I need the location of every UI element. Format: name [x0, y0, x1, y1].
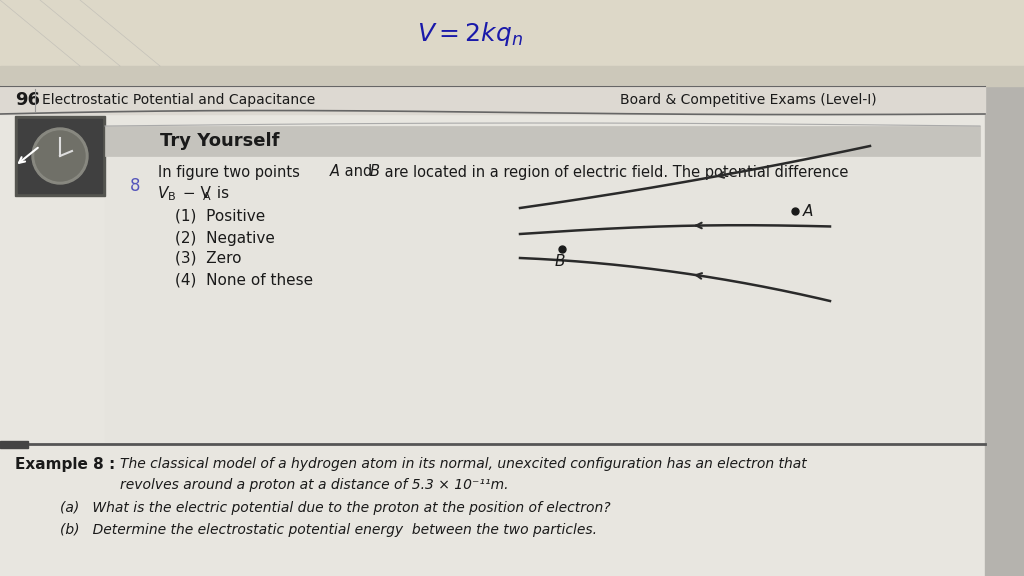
- Text: and: and: [340, 165, 377, 180]
- Text: (1)  Positive: (1) Positive: [175, 209, 265, 223]
- Text: (b)   Determine the electrostatic potential energy  between the two particles.: (b) Determine the electrostatic potentia…: [60, 523, 597, 537]
- Text: Try Yourself: Try Yourself: [160, 132, 280, 150]
- Text: B: B: [168, 192, 176, 202]
- Bar: [105, 126, 980, 441]
- Text: In figure two points: In figure two points: [158, 165, 304, 180]
- Text: − V: − V: [178, 185, 211, 200]
- Text: B: B: [370, 165, 380, 180]
- Text: revolves around a proton at a distance of 5.3 × 10⁻¹¹m.: revolves around a proton at a distance o…: [120, 478, 509, 492]
- Circle shape: [32, 128, 88, 184]
- Circle shape: [35, 131, 85, 181]
- Bar: [18, 119, 102, 193]
- Text: A: A: [203, 192, 211, 202]
- Text: A: A: [803, 203, 813, 218]
- Bar: [0, 0, 1024, 66]
- Text: (3)  Zero: (3) Zero: [175, 251, 242, 266]
- Text: 96: 96: [15, 91, 40, 109]
- Text: A: A: [330, 165, 340, 180]
- Text: The classical model of a hydrogen atom in its normal, unexcited configuration ha: The classical model of a hydrogen atom i…: [120, 457, 807, 471]
- Text: (2)  Negative: (2) Negative: [175, 230, 274, 245]
- Bar: [985, 0, 1024, 576]
- Text: V: V: [158, 185, 168, 200]
- Bar: [0, 66, 1024, 86]
- Text: (4)  None of these: (4) None of these: [175, 272, 313, 287]
- Text: $V = 2kq_n$: $V = 2kq_n$: [417, 20, 523, 48]
- Text: is: is: [212, 185, 229, 200]
- Text: Board & Competitive Exams (Level-I): Board & Competitive Exams (Level-I): [620, 93, 877, 107]
- Circle shape: [122, 173, 148, 199]
- Text: Electrostatic Potential and Capacitance: Electrostatic Potential and Capacitance: [42, 93, 315, 107]
- Bar: [15, 116, 105, 196]
- Text: 8: 8: [130, 177, 140, 195]
- Text: (a)   What is the electric potential due to the proton at the position of electr: (a) What is the electric potential due t…: [60, 501, 610, 515]
- Bar: [0, 441, 28, 448]
- Bar: [0, 86, 985, 114]
- Text: Example 8 :: Example 8 :: [15, 457, 116, 472]
- Text: are located in a region of electric field. The potential difference: are located in a region of electric fiel…: [380, 165, 848, 180]
- Bar: [105, 126, 980, 156]
- Text: B: B: [555, 253, 565, 268]
